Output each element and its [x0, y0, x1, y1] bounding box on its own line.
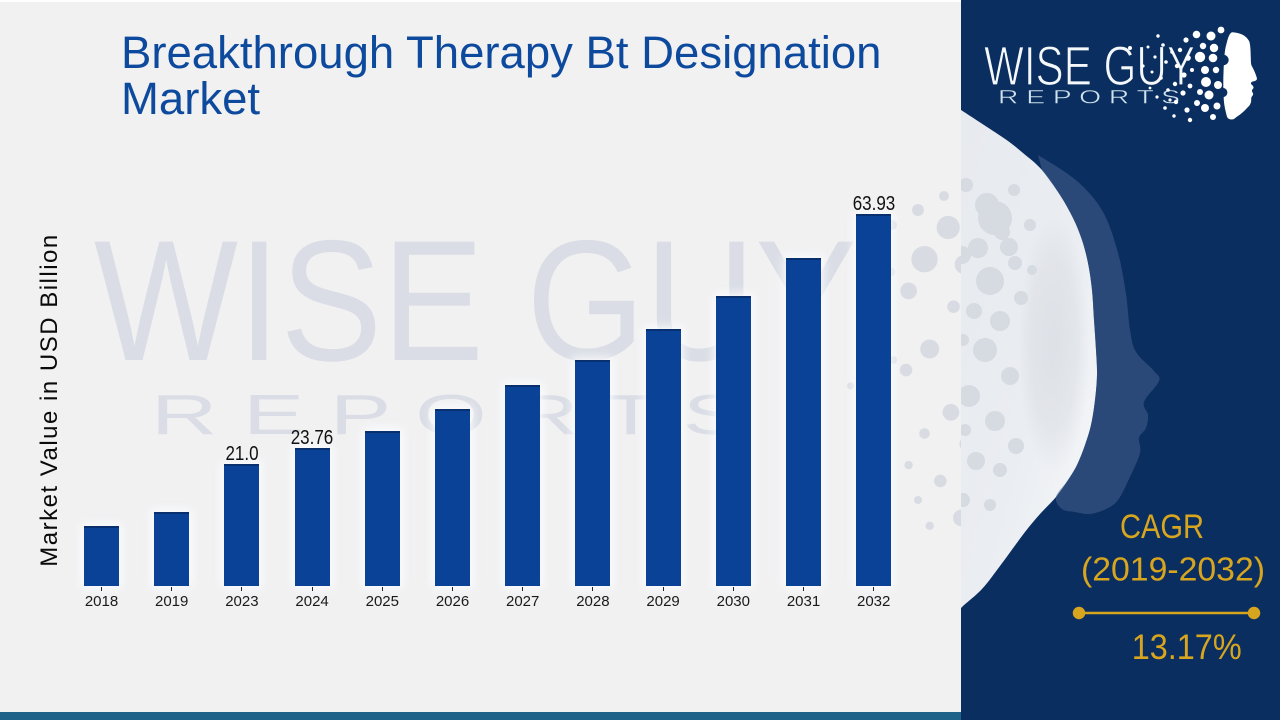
svg-text:CAGR: CAGR — [1120, 508, 1204, 546]
svg-text:(2019-2032): (2019-2032) — [1081, 552, 1265, 589]
svg-text:WISE GUY: WISE GUY — [984, 34, 1195, 97]
svg-text:R E P O R T S: R E P O R T S — [998, 87, 1180, 109]
svg-text:13.17%: 13.17% — [1132, 627, 1242, 667]
